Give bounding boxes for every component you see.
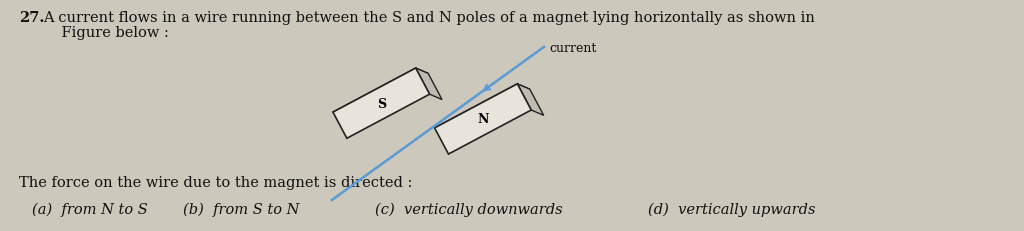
Text: S: S [377,97,386,110]
Text: The force on the wire due to the magnet is directed :: The force on the wire due to the magnet … [19,176,413,189]
Polygon shape [434,85,531,154]
Text: (a)  from N to S: (a) from N to S [32,202,147,216]
Text: 27.: 27. [19,11,44,25]
Text: (d)  vertically upwards: (d) vertically upwards [648,202,815,216]
Text: current: current [549,42,596,55]
Polygon shape [517,85,544,116]
Polygon shape [416,69,442,100]
Text: (c)  vertically downwards: (c) vertically downwards [375,202,563,216]
Polygon shape [333,69,428,118]
Polygon shape [434,85,529,134]
Text: (b)  from S to N: (b) from S to N [183,202,300,216]
Text: A current flows in a wire running between the S and N poles of a magnet lying ho: A current flows in a wire running betwee… [43,11,815,25]
Text: Figure below :: Figure below : [43,26,169,40]
Polygon shape [333,69,430,139]
Text: N: N [477,113,488,126]
